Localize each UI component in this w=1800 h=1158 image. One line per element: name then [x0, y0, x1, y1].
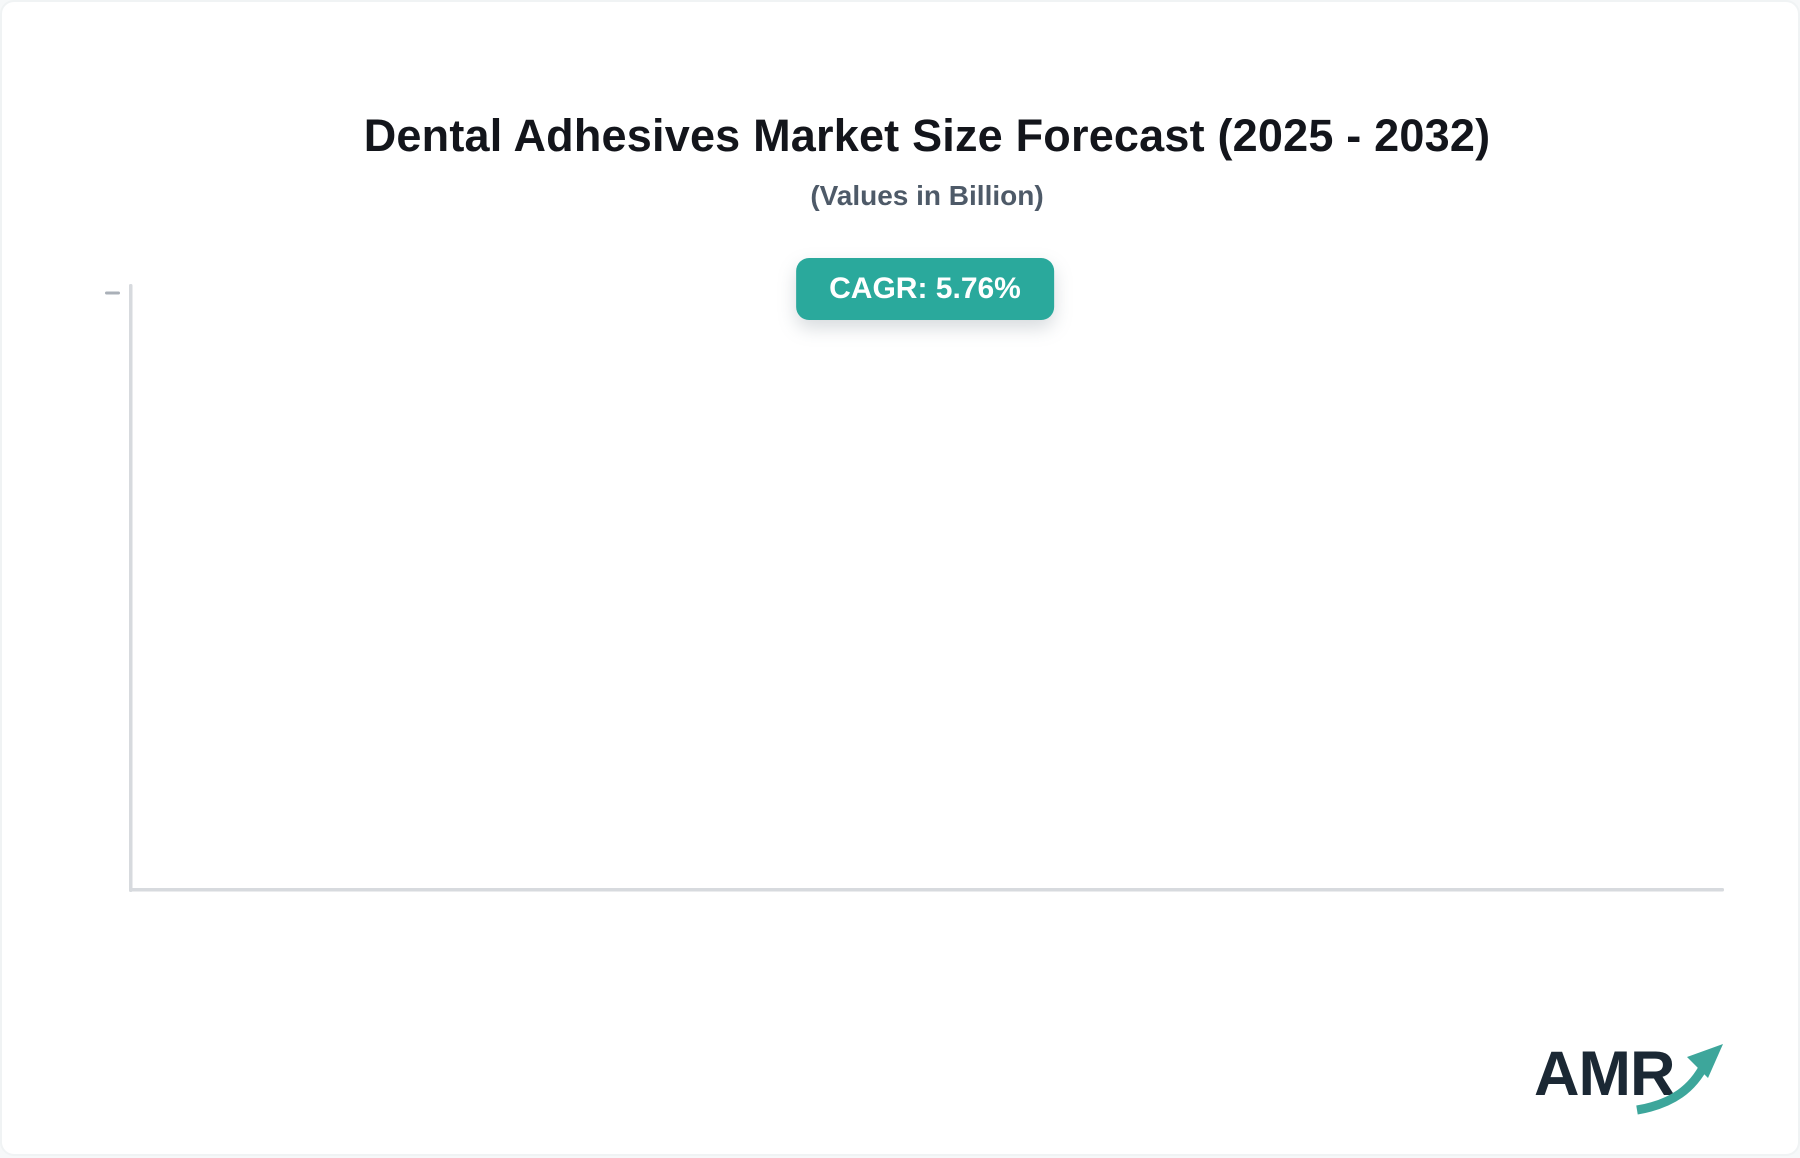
y-axis-line: [129, 284, 133, 892]
y-tick-2.5B: [105, 292, 120, 295]
amr-logo: AMR: [1534, 1038, 1744, 1130]
x-axis-line: [129, 888, 1724, 892]
amr-logo-arrow-icon: [1633, 1038, 1729, 1118]
